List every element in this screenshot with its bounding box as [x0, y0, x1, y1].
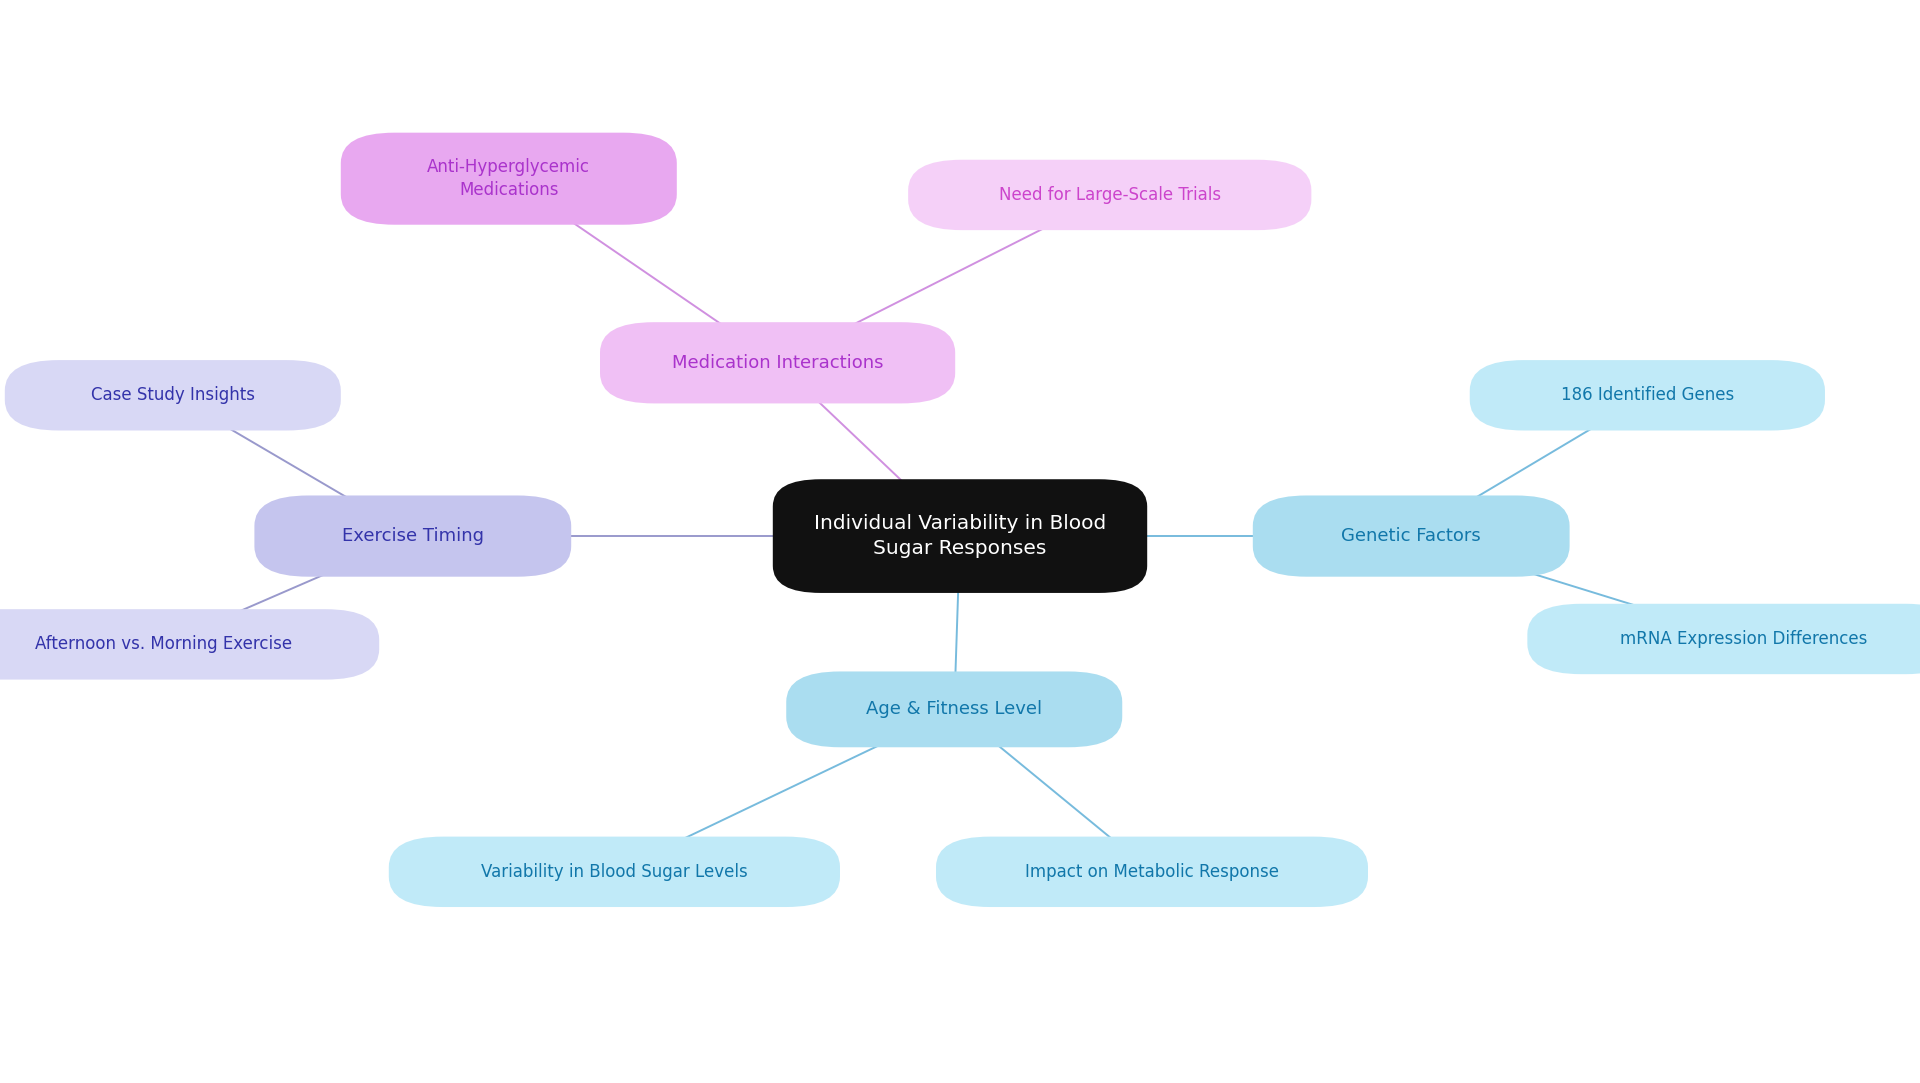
- Text: Genetic Factors: Genetic Factors: [1342, 527, 1480, 545]
- Text: Variability in Blood Sugar Levels: Variability in Blood Sugar Levels: [482, 863, 747, 880]
- FancyBboxPatch shape: [253, 496, 572, 576]
- FancyBboxPatch shape: [787, 671, 1121, 747]
- Text: Exercise Timing: Exercise Timing: [342, 527, 484, 545]
- Text: Afternoon vs. Morning Exercise: Afternoon vs. Morning Exercise: [35, 636, 292, 653]
- FancyBboxPatch shape: [937, 836, 1367, 908]
- Text: Impact on Metabolic Response: Impact on Metabolic Response: [1025, 863, 1279, 880]
- Text: Medication Interactions: Medication Interactions: [672, 354, 883, 371]
- FancyBboxPatch shape: [772, 479, 1146, 593]
- FancyBboxPatch shape: [6, 360, 340, 430]
- Text: Age & Fitness Level: Age & Fitness Level: [866, 701, 1043, 718]
- Text: Anti-Hyperglycemic
Medications: Anti-Hyperglycemic Medications: [428, 158, 589, 199]
- Text: Need for Large-Scale Trials: Need for Large-Scale Trials: [998, 186, 1221, 204]
- FancyBboxPatch shape: [908, 159, 1311, 231]
- FancyBboxPatch shape: [0, 609, 380, 680]
- Text: Individual Variability in Blood
Sugar Responses: Individual Variability in Blood Sugar Re…: [814, 514, 1106, 558]
- Text: 186 Identified Genes: 186 Identified Genes: [1561, 387, 1734, 404]
- FancyBboxPatch shape: [1252, 496, 1569, 576]
- Text: Case Study Insights: Case Study Insights: [90, 387, 255, 404]
- FancyBboxPatch shape: [1471, 360, 1824, 430]
- Text: mRNA Expression Differences: mRNA Expression Differences: [1620, 630, 1866, 648]
- FancyBboxPatch shape: [599, 323, 956, 403]
- FancyBboxPatch shape: [388, 836, 841, 908]
- FancyBboxPatch shape: [342, 133, 678, 225]
- FancyBboxPatch shape: [1528, 604, 1920, 674]
